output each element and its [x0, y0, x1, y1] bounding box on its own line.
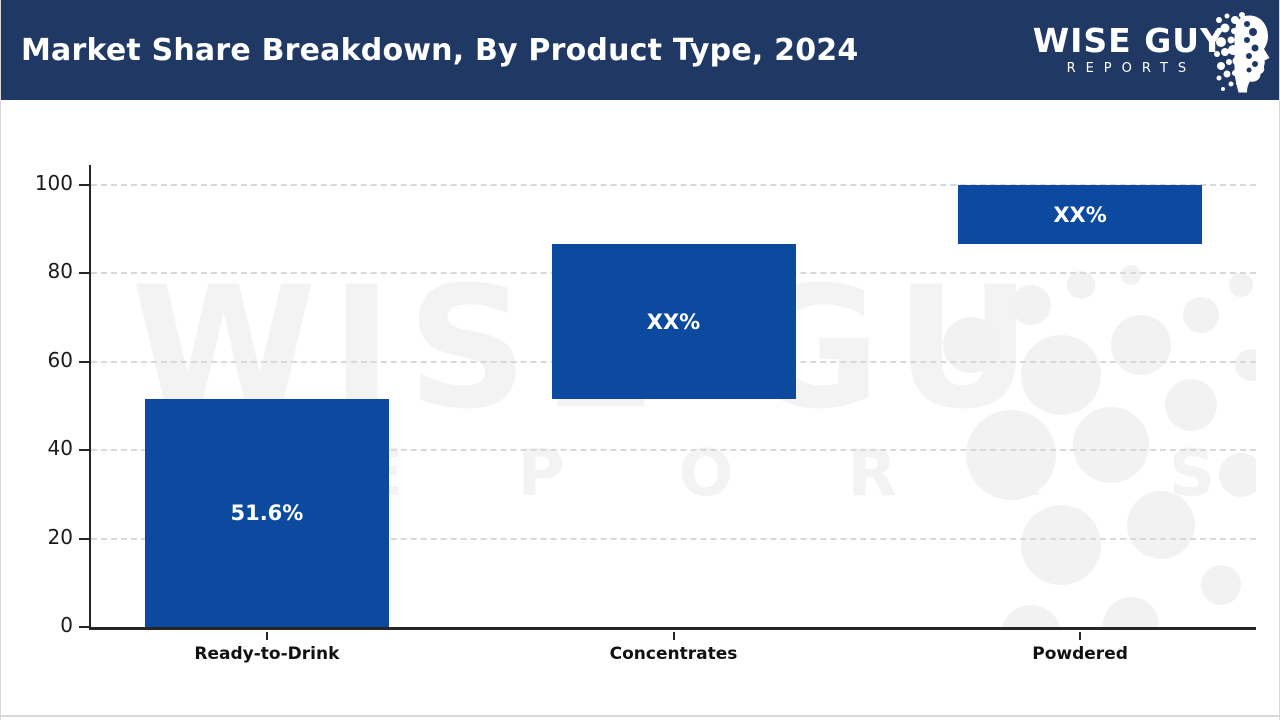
page-title: Market Share Breakdown, By Product Type,… [21, 32, 859, 68]
x-axis-category-label: Concentrates [609, 644, 738, 664]
x-axis-category-label: Ready-to-Drink [194, 644, 340, 664]
bar-value-label: XX% [1053, 202, 1107, 227]
y-axis-tick [79, 360, 89, 363]
footer-divider [1, 715, 1279, 717]
y-axis-tick [79, 184, 89, 186]
y-axis-tick-label: 100 [34, 171, 73, 195]
x-axis-tick [265, 632, 268, 640]
y-axis-tick [79, 626, 89, 628]
wise-guy-reports-logo: WISE GUY REPORTS [1033, 10, 1271, 94]
gridline [91, 449, 1256, 452]
bar-value-label: 51.6% [230, 500, 304, 525]
gridline [91, 537, 1256, 540]
plot-area: WISE GU R E P O R T S 0 20 40 60 80 100 51.6% R… [35, 165, 1256, 664]
x-axis-tick [1079, 632, 1082, 640]
bar-segment: XX% [551, 244, 796, 399]
x-axis-tick [672, 632, 675, 640]
logo-wordmark: WISE GUY [1032, 21, 1225, 60]
y-axis-tick-label: 80 [47, 259, 73, 284]
header-bar: Market Share Breakdown, By Product Type,… [1, 0, 1279, 100]
y-axis-tick [79, 272, 89, 275]
y-axis-tick-label: 20 [47, 524, 73, 549]
x-axis-category-label: Powdered [1032, 644, 1128, 664]
y-axis-tick-label: 0 [60, 613, 73, 637]
bar-segment: XX% [958, 185, 1203, 245]
y-axis-tick-label: 60 [47, 347, 73, 372]
dotted-head-icon [1214, 12, 1270, 93]
logo-subtitle: REPORTS [1066, 61, 1197, 76]
y-axis-tick [79, 449, 89, 452]
bar-value-label: XX% [646, 309, 701, 334]
gridline [91, 184, 1256, 186]
y-axis-tick-label: 40 [47, 436, 73, 461]
y-axis-tick [79, 537, 89, 540]
logo-text: WISE GUY REPORTS [1032, 21, 1225, 77]
watermark-head-icon [943, 265, 1256, 627]
bar-segment: 51.6% [144, 398, 389, 627]
